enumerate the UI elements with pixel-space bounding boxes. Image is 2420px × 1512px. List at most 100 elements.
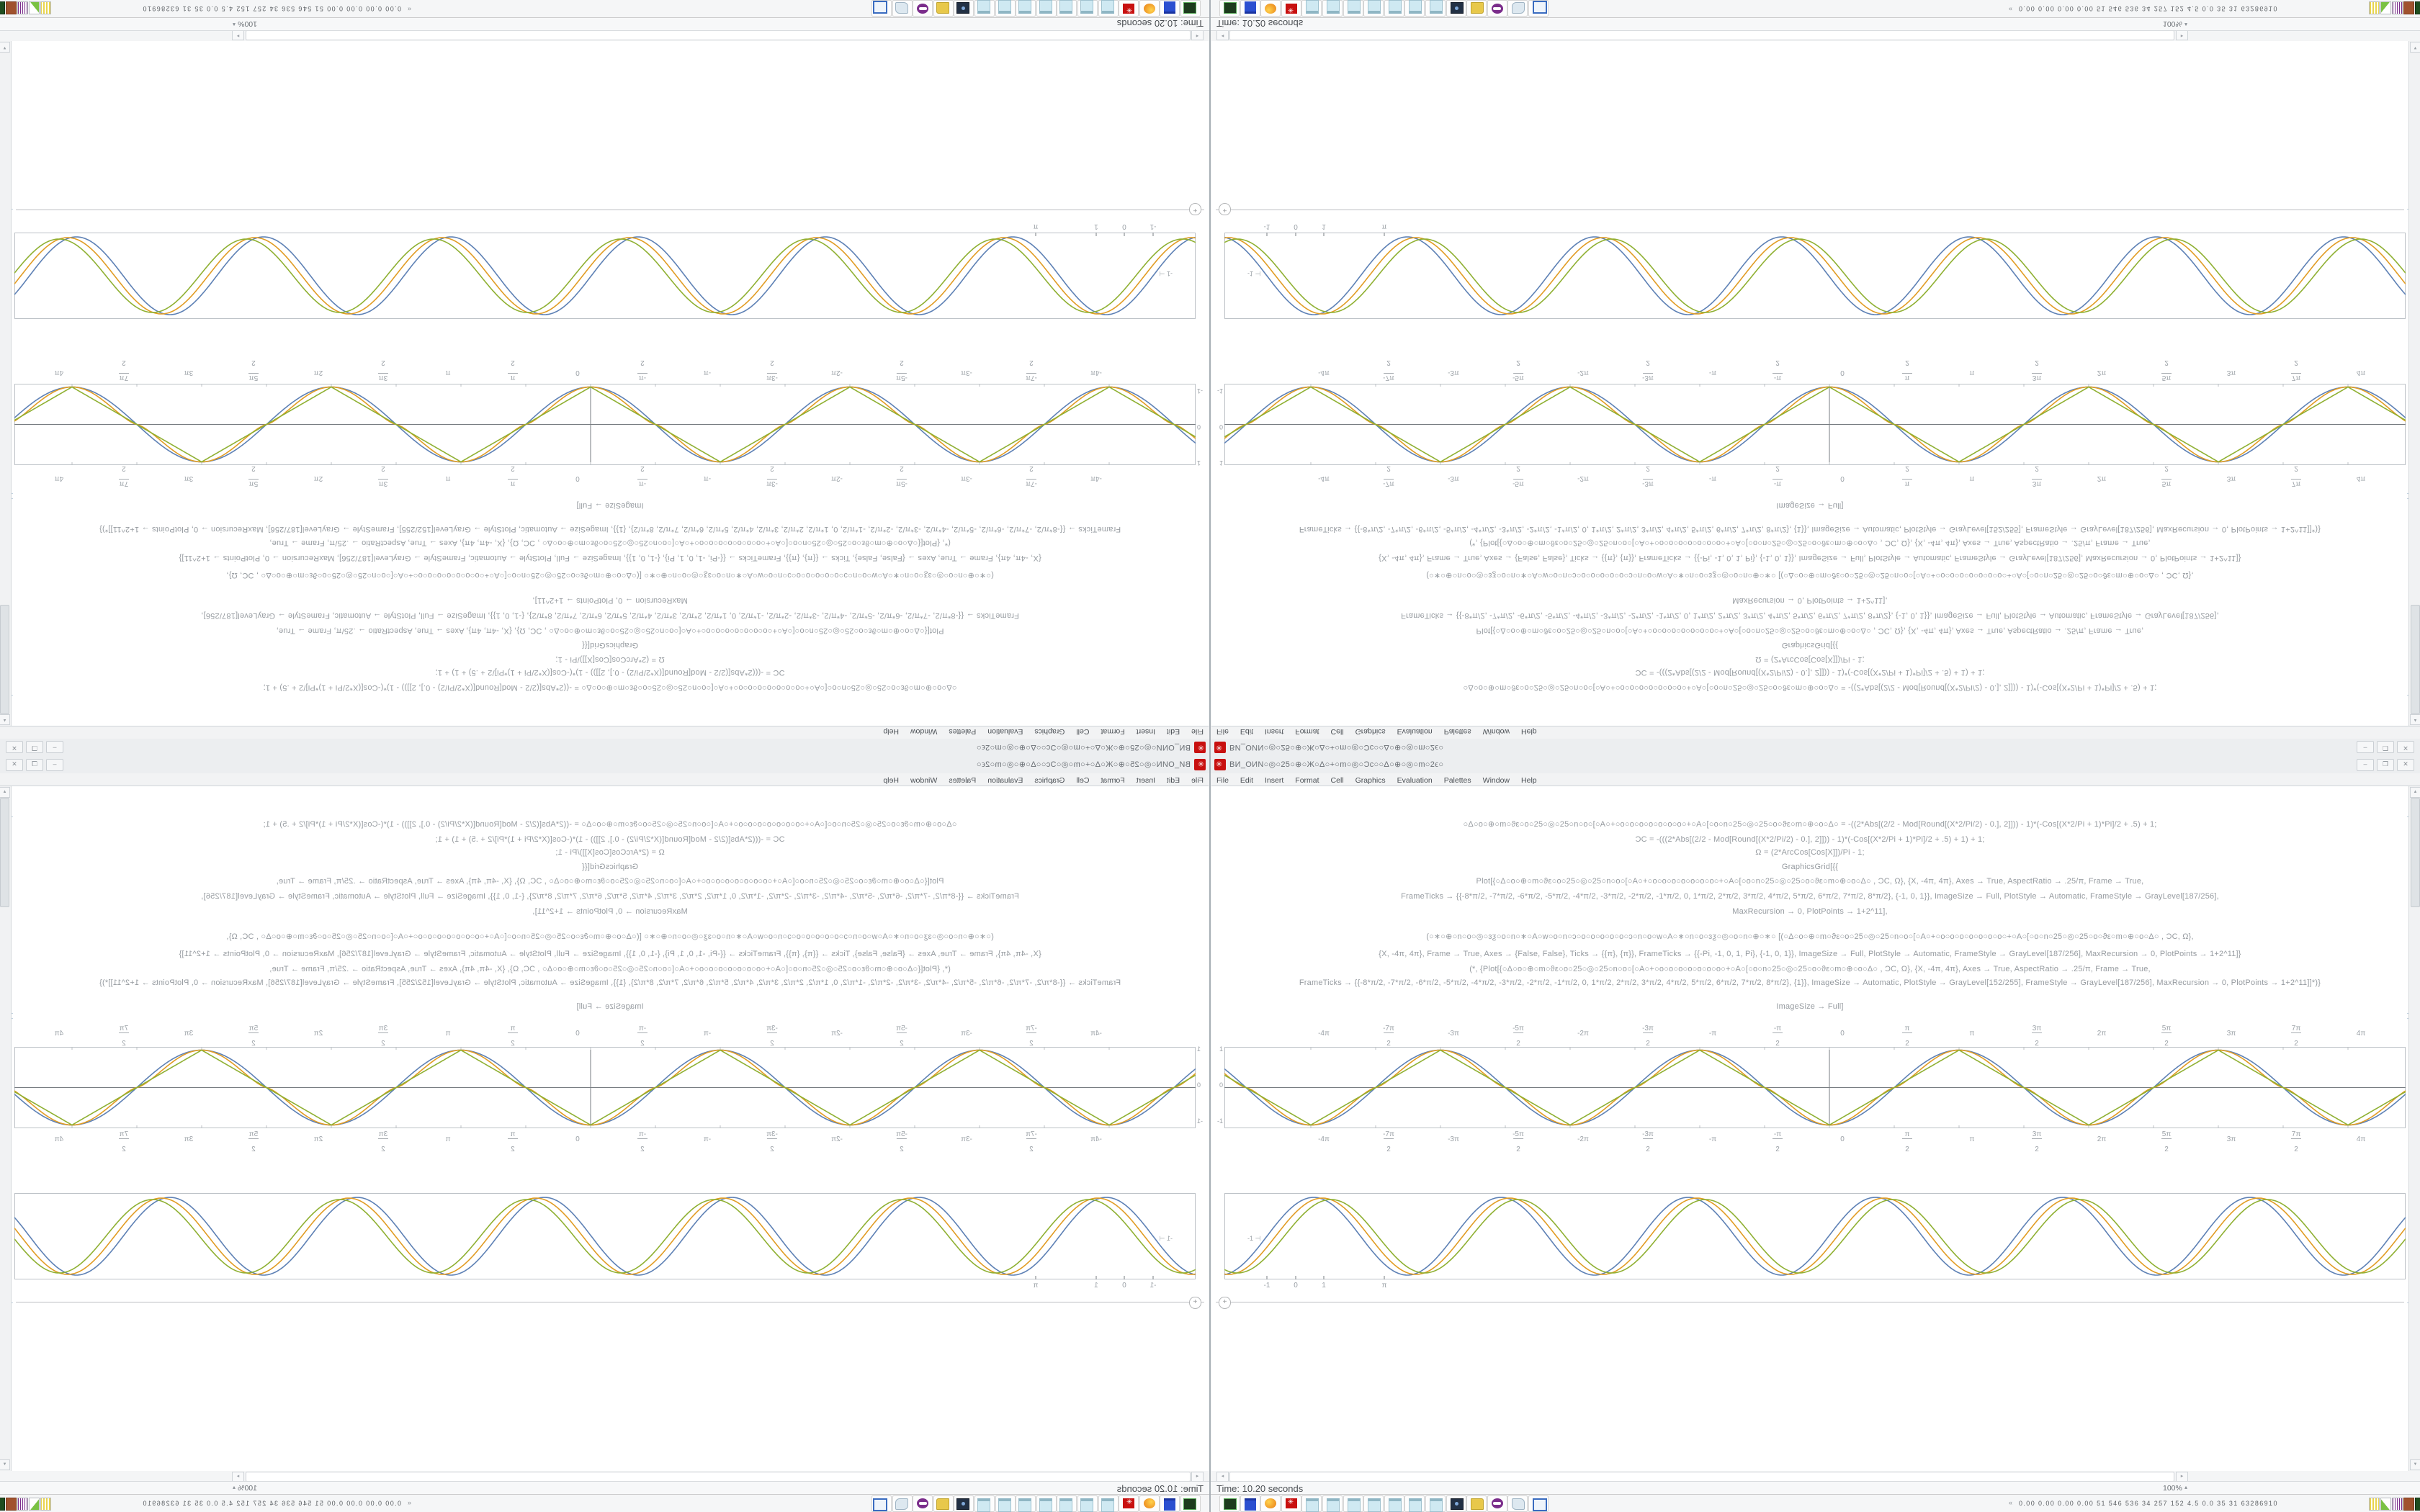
insert-cell-plus-icon[interactable]: + <box>1219 1297 1231 1309</box>
notebook-icon[interactable] <box>1057 1495 1077 1512</box>
purple-app-icon[interactable] <box>913 1495 933 1512</box>
scroll-down-icon[interactable]: ▼ <box>2410 42 2420 53</box>
horizontal-scrollbar[interactable]: ◂ ▸ <box>1211 30 2420 41</box>
code-line[interactable]: Ω = (2*ArcCos[Cos[X]])/Pi - 1; <box>1755 655 1865 664</box>
menu-item-file[interactable]: File <box>1216 727 1229 736</box>
scroll-left-icon[interactable]: ◂ <box>1216 1472 1229 1482</box>
app-window-icon[interactable] <box>1528 0 1549 17</box>
system-monitor-icon[interactable] <box>954 1495 974 1512</box>
terminal-icon[interactable] <box>1219 0 1240 17</box>
scroll-script-icon[interactable] <box>892 1495 913 1512</box>
horizontal-scrollbar[interactable]: ◂ ▸ <box>0 30 1209 41</box>
menu-item-edit[interactable]: Edit <box>1166 776 1180 785</box>
code-line[interactable]: Plot[{○Δ○ο○⊕○m○ϑε○ο○25○◎○25○n○ο○[○Α○+○ο○… <box>1476 626 2144 635</box>
insert-cell-plus-icon[interactable]: + <box>1219 203 1231 215</box>
notebook-icon[interactable] <box>995 0 1016 17</box>
code-line[interactable]: (○∗○⊕○n○ο○◎○ɜƺ○ο○n○∗○Α○w○ο○n○ɔ○ο○ο○ο○ο○ο… <box>1426 571 2194 580</box>
folder-icon[interactable] <box>1466 0 1487 17</box>
menu-item-insert[interactable]: Insert <box>1136 727 1155 736</box>
restore-icon[interactable]: ❐ <box>2377 759 2394 771</box>
scroll-left-icon[interactable]: ◂ <box>1191 1472 1204 1482</box>
notebook-icon[interactable] <box>1301 1495 1322 1512</box>
terminal-icon[interactable] <box>1180 1495 1201 1512</box>
code-line[interactable]: Ω = (2*ArcCos[Cos[X]])/Pi - 1; <box>555 655 665 664</box>
menu-item-format[interactable]: Format <box>1101 776 1125 785</box>
code-line[interactable]: FrameTicks → {{-8*π/2, -7*π/2, -6*π/2, -… <box>99 978 1121 987</box>
menu-item-graphics[interactable]: Graphics <box>1034 727 1065 736</box>
code-line[interactable]: {X, -4π, 4π}, Frame → True, Axes → {Fals… <box>1379 554 2241 562</box>
notebook-icon[interactable] <box>1363 1495 1384 1512</box>
code-line[interactable]: Ω = (2*ArcCos[Cos[X]])/Pi - 1; <box>555 848 665 857</box>
code-line[interactable]: ImageSize → Full] <box>576 1002 644 1011</box>
code-line[interactable]: MaxRecursion → 0, PlotPoints → 1+2^11], <box>532 907 688 916</box>
code-line[interactable]: ƆC = -(((2*Abs[(2/2 - Mod[Round[(X*2/Pi/… <box>435 668 785 677</box>
vertical-scrollbar[interactable]: ▲ ▼ <box>2408 786 2420 1471</box>
folder-icon[interactable] <box>1466 1495 1487 1512</box>
terminal-icon[interactable] <box>1219 1495 1240 1512</box>
menu-item-graphics[interactable]: Graphics <box>1355 776 1386 785</box>
orange-ball-icon[interactable] <box>1260 1495 1281 1512</box>
magnification-value[interactable]: 100% <box>2163 19 2182 28</box>
net-graph-green[interactable] <box>2380 1498 2391 1511</box>
window-titlebar[interactable]: BИ_OИN○◎○25○⊕○Ж○Δ○+○m○◎○Ɔϲ○○Δ○⊕○◎○m○2ϵ○ … <box>1211 756 2420 773</box>
code-line[interactable]: ImageSize → Full] <box>576 501 644 510</box>
notebook-icon[interactable] <box>1343 0 1363 17</box>
menu-item-edit[interactable]: Edit <box>1240 776 1254 785</box>
orange-ball-icon[interactable] <box>1139 0 1160 17</box>
code-line[interactable]: {X, -4π, 4π}, Frame → True, Axes → {Fals… <box>179 554 1041 562</box>
notebook-icon[interactable] <box>1363 0 1384 17</box>
vertical-scroll-thumb[interactable] <box>2411 798 2420 907</box>
scroll-right-icon[interactable]: ▸ <box>232 30 244 40</box>
menu-item-window[interactable]: Window <box>1482 727 1510 736</box>
menu-item-palettes[interactable]: Palettes <box>949 776 977 785</box>
code-line[interactable]: GraphicsGrid[{{ <box>1781 641 1839 649</box>
code-line[interactable]: (*, {Plot[{○Δ○ο○⊕○m○ϑε○ο○25○◎○25○n○ο○[○Α… <box>269 539 951 547</box>
notebook-icon[interactable] <box>1077 1495 1098 1512</box>
tray-block-darkgreen[interactable] <box>2415 1 2420 14</box>
code-line[interactable]: FrameTicks → {{-8*π/2, -7*π/2, -6*π/2, -… <box>1299 525 2321 534</box>
code-line[interactable]: ○Δ○ο○⊕○m○ϑε○ο○25○◎○25○n○ο○[○Α○+○ο○ο○ο○ο○… <box>1463 820 2157 829</box>
mem-graph-purple[interactable] <box>2392 1498 2403 1511</box>
menu-item-palettes[interactable]: Palettes <box>1443 776 1471 785</box>
folder-icon[interactable] <box>933 0 954 17</box>
code-line[interactable]: Plot[{○Δ○ο○⊕○m○ϑε○ο○25○◎○25○n○ο○[○Α○+○ο○… <box>1476 877 2144 886</box>
purple-app-icon[interactable] <box>913 0 933 17</box>
magnification-popup-icon[interactable]: ▴ <box>2184 1484 2188 1490</box>
tray-block-darkgreen[interactable] <box>2415 1498 2420 1511</box>
terminal-icon[interactable] <box>1180 0 1201 17</box>
menu-item-palettes[interactable]: Palettes <box>949 727 977 736</box>
magnification-value[interactable]: 100% <box>2163 1484 2182 1493</box>
tray-chevron-icon[interactable]: « <box>407 1499 411 1506</box>
menu-item-evaluation[interactable]: Evaluation <box>987 727 1023 736</box>
floppy-save-icon[interactable] <box>1240 1495 1260 1512</box>
code-line[interactable]: {X, -4π, 4π}, Frame → True, Axes → {Fals… <box>179 950 1041 958</box>
scroll-up-icon[interactable]: ▲ <box>2410 787 2420 798</box>
app-window-icon[interactable] <box>871 0 892 17</box>
menu-item-evaluation[interactable]: Evaluation <box>1397 727 1433 736</box>
cpu-graph-yellow[interactable] <box>2369 1498 2380 1511</box>
horizontal-scrollbar[interactable]: ◂ ▸ <box>1211 1471 2420 1482</box>
notebook-icon[interactable] <box>1425 1495 1446 1512</box>
scroll-left-icon[interactable]: ◂ <box>1191 30 1204 40</box>
code-line[interactable]: MaxRecursion → 0, PlotPoints → 1+2^11], <box>1732 907 1888 916</box>
minimize-icon[interactable]: – <box>2357 741 2374 753</box>
menu-item-evaluation[interactable]: Evaluation <box>987 776 1023 785</box>
code-line[interactable]: GraphicsGrid[{{ <box>581 641 639 649</box>
menu-item-file[interactable]: File <box>1216 776 1229 785</box>
cpu-graph-yellow[interactable] <box>40 1498 51 1511</box>
app-window-icon[interactable] <box>871 1495 892 1512</box>
notebook-icon[interactable] <box>1384 1495 1404 1512</box>
purple-app-icon[interactable] <box>1487 0 1507 17</box>
notebook-icon[interactable] <box>1322 1495 1343 1512</box>
menu-item-cell[interactable]: Cell <box>1330 776 1344 785</box>
mathematica-spikey-icon[interactable] <box>1281 1495 1301 1512</box>
purple-app-icon[interactable] <box>1487 1495 1507 1512</box>
mathematica-spikey-icon[interactable] <box>1281 0 1301 17</box>
magnification-popup-icon[interactable]: ▴ <box>2184 22 2188 28</box>
code-line[interactable]: FrameTicks → {{-8*π/2, -7*π/2, -6*π/2, -… <box>201 892 1019 901</box>
horizontal-scroll-track[interactable] <box>1229 1472 2174 1482</box>
notebook-icon[interactable] <box>1322 0 1343 17</box>
disk-graph-brown[interactable] <box>6 1498 17 1511</box>
scroll-script-icon[interactable] <box>1507 1495 1528 1512</box>
insert-cell-plus-icon[interactable]: + <box>1189 203 1201 215</box>
